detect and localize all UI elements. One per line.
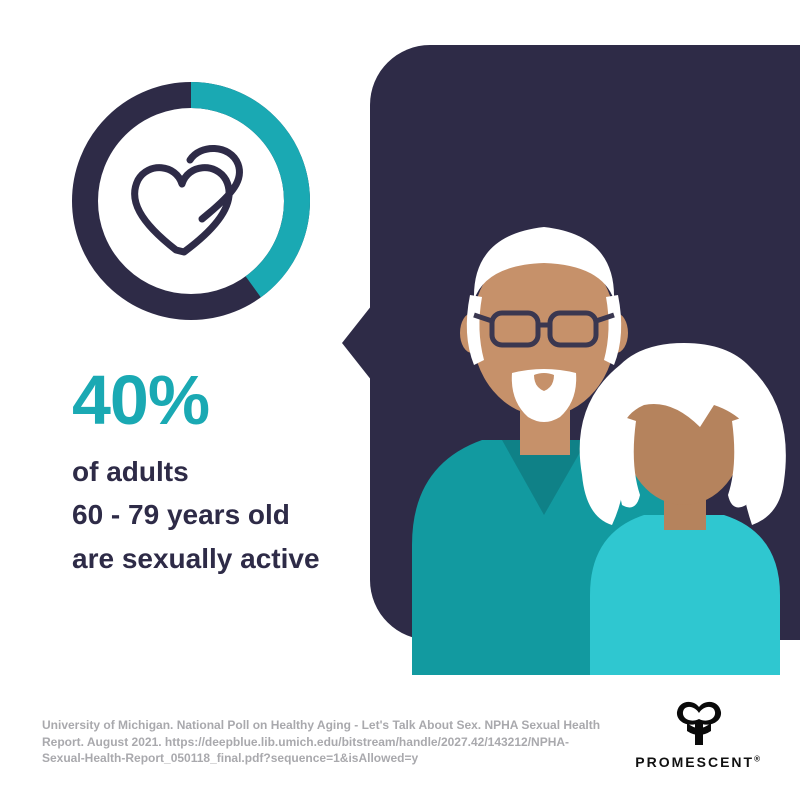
- brand-block: PROMESCENT®: [635, 701, 762, 770]
- older-couple-illustration: [392, 165, 792, 675]
- stat-line-1: of adults: [72, 450, 372, 493]
- woman-figure: [580, 343, 786, 675]
- stat-line-3: are sexually active: [72, 537, 372, 580]
- stat-line-2: 60 - 79 years old: [72, 493, 372, 536]
- brand-logo-icon: [673, 701, 725, 745]
- stat-percent: 40%: [72, 360, 372, 440]
- donut-chart: [72, 82, 310, 320]
- illustration-panel: [370, 45, 800, 640]
- citation-text: University of Michigan. National Poll on…: [42, 717, 602, 766]
- stat-block: 40% of adults 60 - 79 years old are sexu…: [72, 360, 372, 580]
- brand-name: PROMESCENT®: [635, 754, 762, 770]
- donut-center: [99, 109, 283, 293]
